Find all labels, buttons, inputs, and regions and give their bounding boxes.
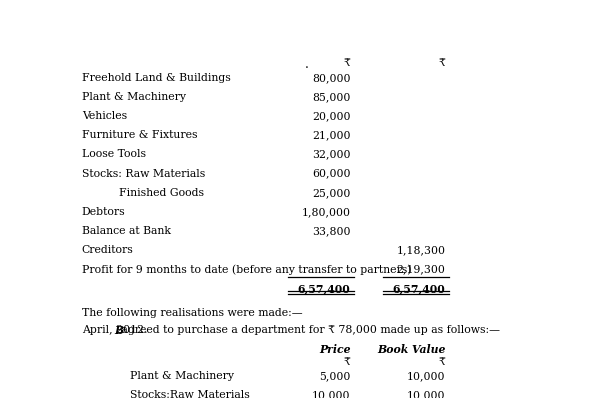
Text: B: B [115, 325, 124, 336]
Text: The following realisations were made:—: The following realisations were made:— [82, 308, 303, 318]
Text: Loose Tools: Loose Tools [82, 150, 146, 160]
Text: 2,19,300: 2,19,300 [396, 264, 446, 274]
Text: Debtors: Debtors [82, 207, 126, 217]
Text: Stocks: Raw Materials: Stocks: Raw Materials [82, 169, 205, 179]
Text: 10,000: 10,000 [312, 390, 350, 398]
Text: Vehicles: Vehicles [82, 111, 127, 121]
Text: Book Value: Book Value [377, 344, 446, 355]
Text: 10,000: 10,000 [407, 390, 446, 398]
Text: 21,000: 21,000 [312, 130, 350, 140]
Text: Plant & Machinery: Plant & Machinery [130, 371, 234, 381]
Text: 25,000: 25,000 [312, 188, 350, 198]
Text: Profit for 9 months to date (before any transfer to partners): Profit for 9 months to date (before any … [82, 264, 411, 275]
Text: 10,000: 10,000 [407, 371, 446, 381]
Text: April, 2012.: April, 2012. [82, 325, 151, 335]
Text: 85,000: 85,000 [312, 92, 350, 102]
Text: 33,800: 33,800 [312, 226, 350, 236]
Text: Stocks:Raw Materials: Stocks:Raw Materials [130, 390, 250, 398]
Text: agreed to purchase a department for ₹ 78,000 made up as follows:—: agreed to purchase a department for ₹ 78… [118, 325, 499, 335]
Text: Price: Price [319, 344, 350, 355]
Text: 1,80,000: 1,80,000 [301, 207, 350, 217]
Text: Freehold Land & Buildings: Freehold Land & Buildings [82, 73, 230, 83]
Text: Plant & Machinery: Plant & Machinery [82, 92, 186, 102]
Text: 6,57,400: 6,57,400 [393, 283, 446, 295]
Text: ₹: ₹ [344, 357, 350, 367]
Text: 32,000: 32,000 [312, 150, 350, 160]
Text: .: . [304, 59, 309, 72]
Text: 80,000: 80,000 [312, 73, 350, 83]
Text: Finished Goods: Finished Goods [119, 188, 204, 198]
Text: Balance at Bank: Balance at Bank [82, 226, 170, 236]
Text: ₹: ₹ [344, 59, 350, 68]
Text: ₹: ₹ [439, 357, 446, 367]
Text: 1,18,300: 1,18,300 [396, 245, 446, 255]
Text: Furniture & Fixtures: Furniture & Fixtures [82, 130, 197, 140]
Text: 20,000: 20,000 [312, 111, 350, 121]
Text: 5,000: 5,000 [319, 371, 350, 381]
Text: ₹: ₹ [439, 59, 446, 68]
Text: Creditors: Creditors [82, 245, 133, 255]
Text: 6,57,400: 6,57,400 [298, 283, 350, 295]
Text: 60,000: 60,000 [312, 169, 350, 179]
